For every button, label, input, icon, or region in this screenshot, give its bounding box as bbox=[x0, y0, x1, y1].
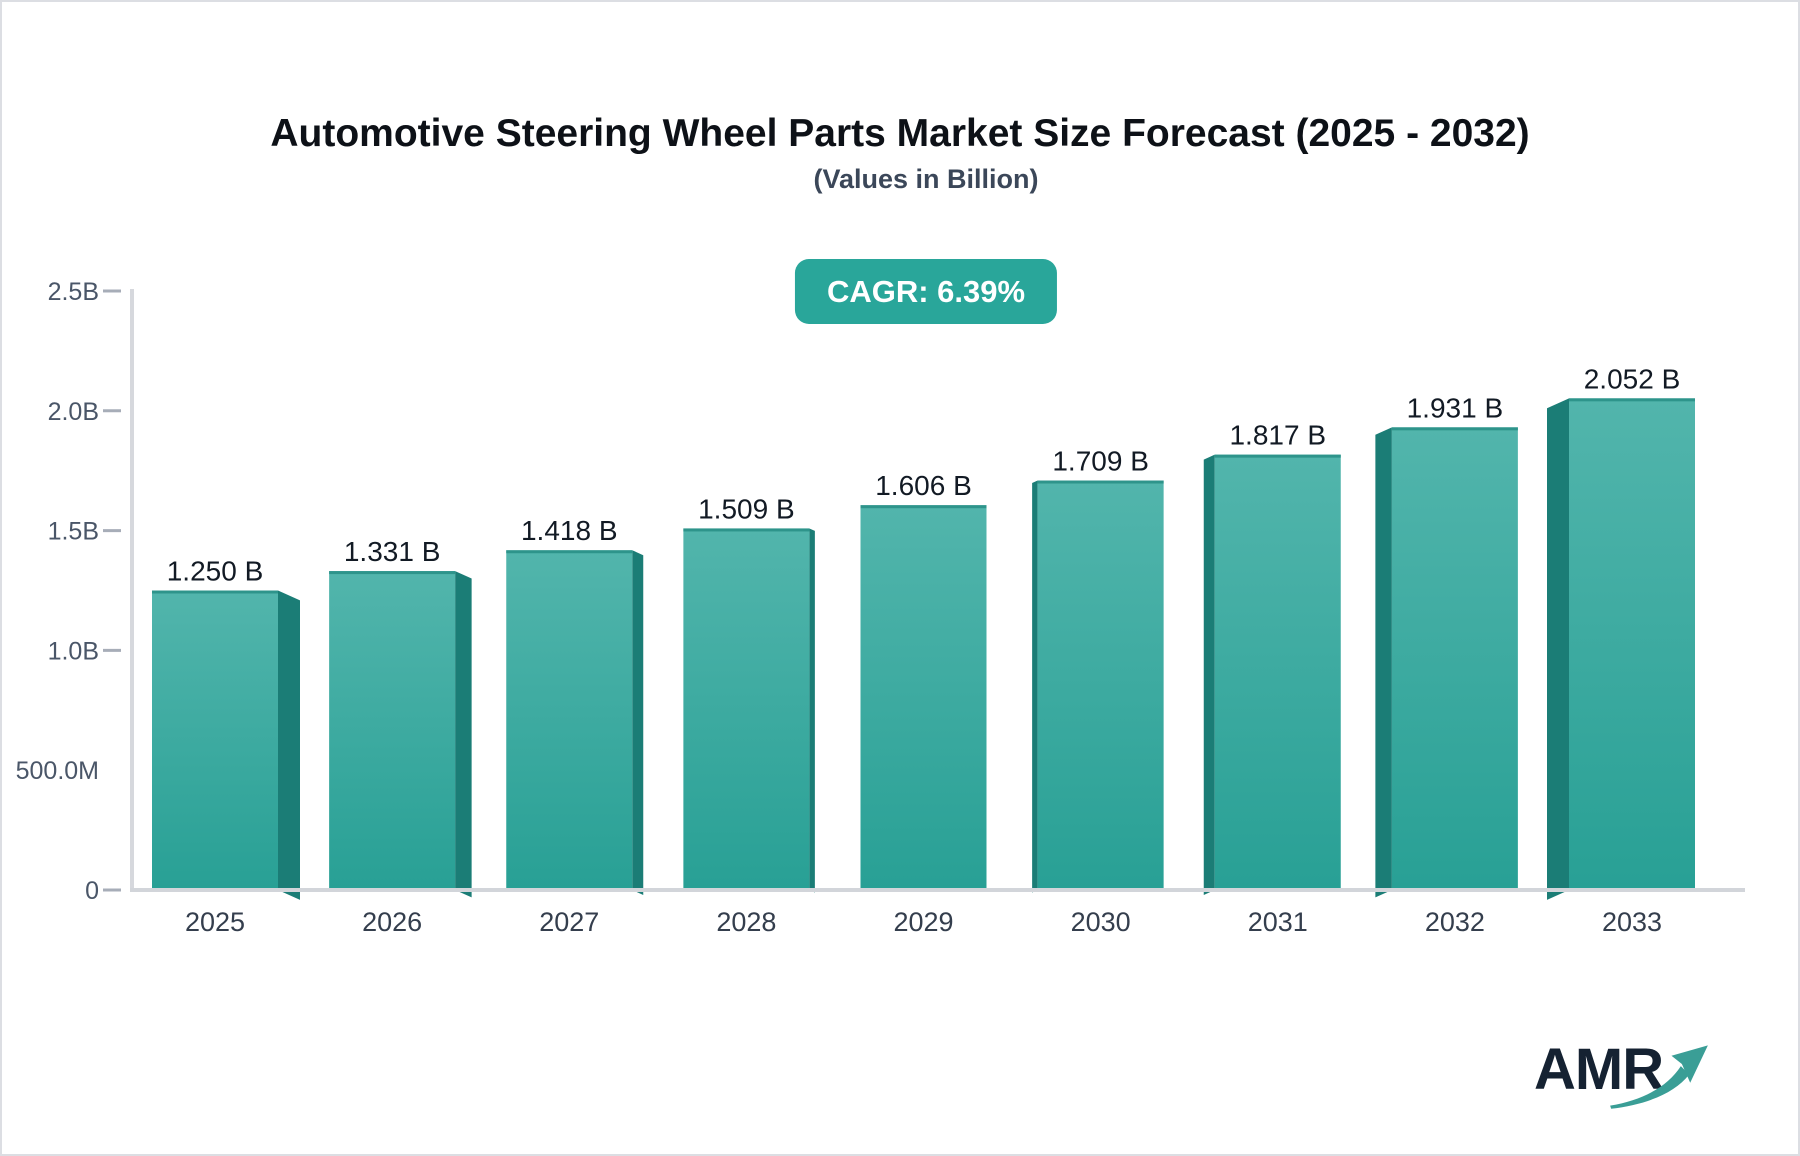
x-axis-label: 2027 bbox=[539, 907, 599, 937]
chart-title: Automotive Steering Wheel Parts Market S… bbox=[270, 112, 1530, 155]
growth-arrow-icon bbox=[1610, 1045, 1708, 1109]
bar-side bbox=[1032, 480, 1038, 893]
bar-side bbox=[455, 571, 472, 898]
x-axis-label: 2026 bbox=[362, 907, 422, 937]
bar-value-label: 1.817 B bbox=[1229, 420, 1326, 451]
bar-value-label: 1.606 B bbox=[875, 470, 972, 501]
bar-face bbox=[506, 550, 633, 890]
x-axis-label: 2030 bbox=[1071, 907, 1131, 937]
bar-face bbox=[860, 505, 987, 890]
bar-group-2032: 1.931 B 2032 bbox=[1375, 392, 1518, 937]
x-axis-label: 2032 bbox=[1425, 907, 1485, 937]
bar-side bbox=[809, 528, 815, 893]
bar-value-label: 1.250 B bbox=[167, 556, 264, 587]
bar-top-edge bbox=[506, 550, 633, 554]
bar-face bbox=[1391, 427, 1518, 890]
y-axis-label: 500.0M bbox=[16, 757, 99, 785]
bar-face bbox=[683, 528, 810, 890]
y-axis-label: 2.5B bbox=[48, 278, 99, 306]
bar-group-2028: 1.509 B 2028 bbox=[683, 493, 815, 937]
x-axis-label: 2028 bbox=[716, 907, 776, 937]
bar-top-edge bbox=[683, 528, 810, 532]
amr-logo-text: AMR bbox=[1534, 1037, 1664, 1102]
y-axis-label: 0 bbox=[85, 877, 99, 905]
bar-face bbox=[1037, 480, 1164, 890]
bar-value-label: 1.331 B bbox=[344, 536, 441, 567]
cagr-badge: CAGR: 6.39% bbox=[794, 259, 1058, 324]
x-axis-label: 2025 bbox=[185, 907, 245, 937]
bar-group-2030: 1.709 B 2030 bbox=[1032, 446, 1164, 937]
y-axis-label: 1.5B bbox=[48, 518, 99, 546]
bar-value-label: 1.931 B bbox=[1407, 392, 1504, 423]
bar-top-edge bbox=[152, 590, 278, 594]
bar-top-edge bbox=[329, 571, 456, 575]
bar-group-2025: 1.250 B 2025 bbox=[152, 556, 300, 937]
bar-face bbox=[1569, 398, 1695, 890]
bar-face bbox=[152, 590, 278, 890]
bar-side bbox=[278, 590, 300, 900]
bar-value-label: 1.509 B bbox=[698, 493, 795, 524]
bar-face bbox=[329, 571, 456, 890]
x-axis-label: 2033 bbox=[1602, 907, 1662, 937]
bar-side bbox=[1547, 398, 1569, 900]
bar-group-2027: 1.418 B 2027 bbox=[506, 515, 644, 937]
bar-value-label: 1.709 B bbox=[1052, 446, 1149, 477]
bar-side bbox=[1203, 454, 1215, 895]
bar-group-2029: 1.606 B 2029 bbox=[860, 470, 987, 937]
chart-subtitle: (Values in Billion) bbox=[813, 164, 1039, 194]
bar-value-label: 2.052 B bbox=[1584, 363, 1681, 394]
bar-group-2026: 1.331 B 2026 bbox=[329, 536, 472, 937]
amr-logo: AMR bbox=[1534, 1038, 1724, 1118]
y-axis-label: 2.0B bbox=[48, 398, 99, 426]
bar-side bbox=[1375, 427, 1392, 898]
bar-group-2033: 2.052 B 2033 bbox=[1547, 363, 1695, 937]
bar-group-2031: 1.817 B 2031 bbox=[1203, 420, 1341, 937]
bar-side bbox=[632, 550, 644, 895]
bar-top-edge bbox=[1569, 398, 1695, 402]
bar-top-edge bbox=[1391, 427, 1518, 431]
y-axis-label: 1.0B bbox=[48, 637, 99, 665]
bar-value-label: 1.418 B bbox=[521, 515, 618, 546]
bar-top-edge bbox=[1037, 480, 1164, 484]
bar-face bbox=[1214, 454, 1341, 890]
x-axis-label: 2029 bbox=[893, 907, 953, 937]
bar-top-edge bbox=[1214, 454, 1341, 458]
bar-top-edge bbox=[860, 505, 987, 509]
x-axis-label: 2031 bbox=[1248, 907, 1308, 937]
